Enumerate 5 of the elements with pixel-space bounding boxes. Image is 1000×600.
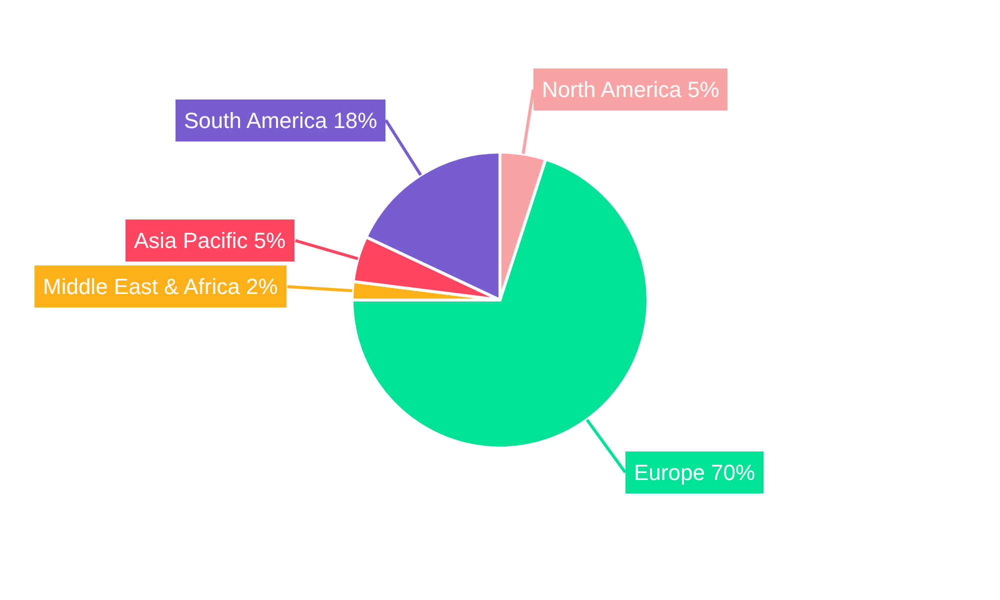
slice-label: South America 18% [184, 108, 378, 133]
slice-label: North America 5% [542, 77, 720, 102]
slice-label: Europe 70% [634, 460, 756, 485]
slice-label: Asia Pacific 5% [134, 228, 286, 253]
slice-label: Middle East & Africa 2% [43, 274, 278, 299]
